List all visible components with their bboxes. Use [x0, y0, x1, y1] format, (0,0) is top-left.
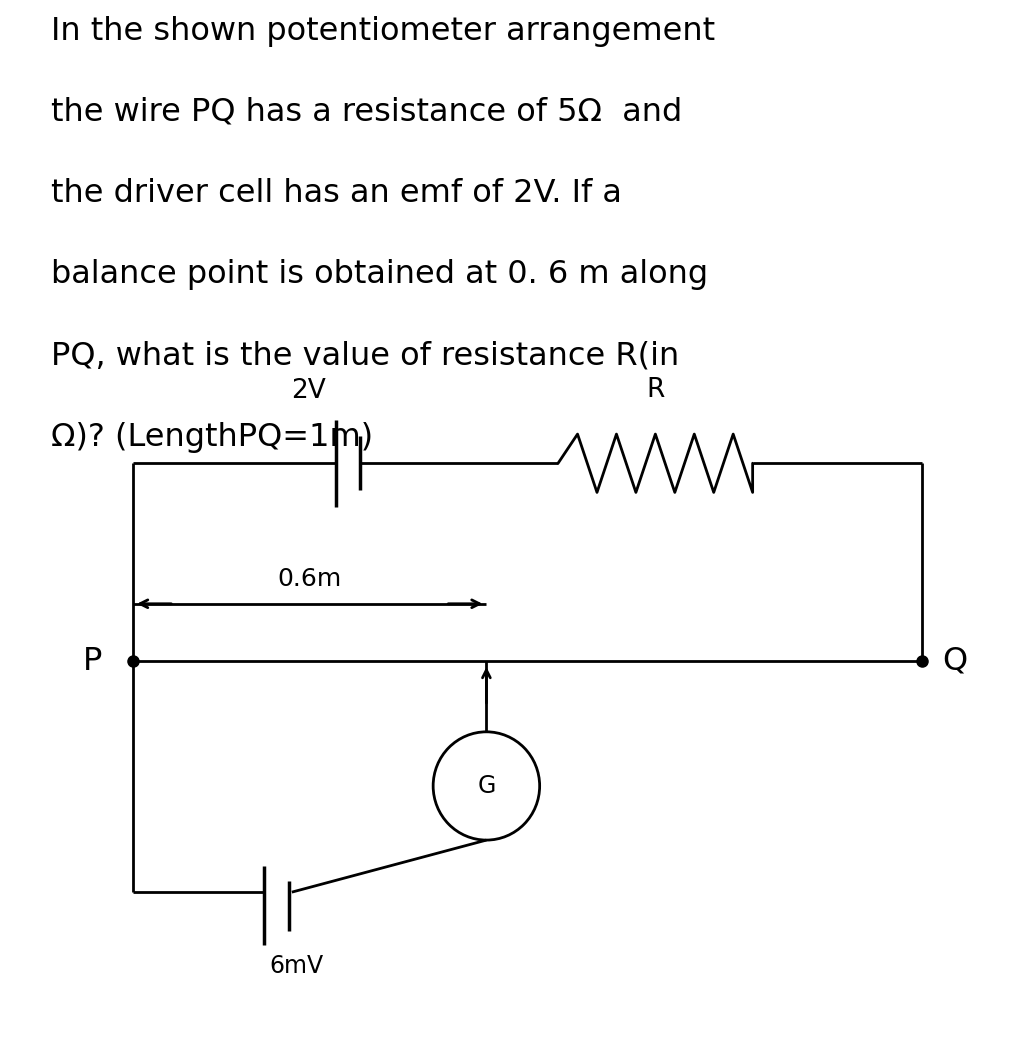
- Text: 2V: 2V: [291, 378, 326, 404]
- Text: the wire PQ has a resistance of 5Ω  and: the wire PQ has a resistance of 5Ω and: [51, 97, 682, 128]
- Text: G: G: [477, 773, 496, 798]
- Text: R: R: [646, 377, 665, 403]
- Text: 6mV: 6mV: [269, 954, 324, 977]
- Text: the driver cell has an emf of 2V. If a: the driver cell has an emf of 2V. If a: [51, 178, 622, 209]
- Text: 0.6m: 0.6m: [278, 567, 342, 591]
- Text: P: P: [83, 645, 102, 677]
- Text: Q: Q: [942, 645, 968, 677]
- Text: Ω)? (LengthPQ=1m): Ω)? (LengthPQ=1m): [51, 422, 374, 453]
- Text: balance point is obtained at 0. 6 m along: balance point is obtained at 0. 6 m alon…: [51, 259, 709, 290]
- Text: PQ, what is the value of resistance R(in: PQ, what is the value of resistance R(in: [51, 340, 680, 372]
- Text: In the shown potentiometer arrangement: In the shown potentiometer arrangement: [51, 16, 716, 47]
